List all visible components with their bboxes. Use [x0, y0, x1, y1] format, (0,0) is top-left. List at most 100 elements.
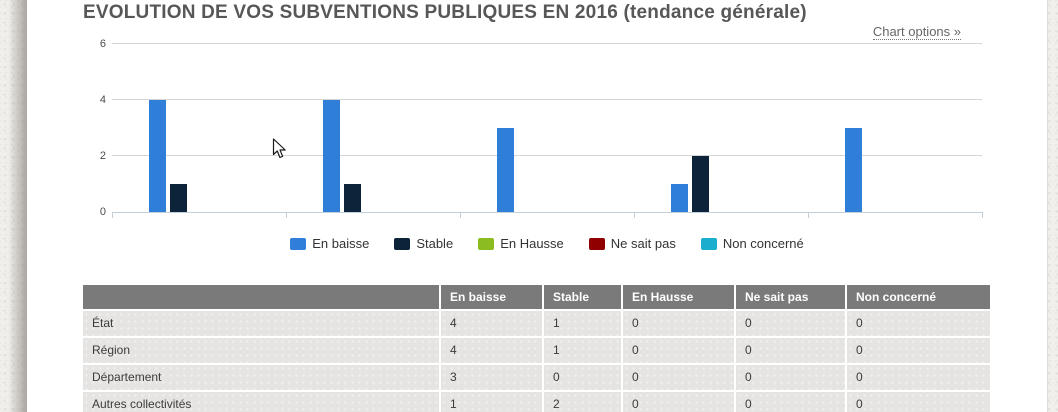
category-group-Département: [460, 44, 634, 212]
x-axis-line: [112, 212, 982, 213]
table-cell: 0: [544, 365, 621, 390]
category-group-Autres collectivités: [634, 44, 808, 212]
table-header-cell: En Hausse: [623, 285, 734, 309]
table-row-label: État: [83, 311, 439, 336]
legend-label: Ne sait pas: [610, 236, 676, 251]
table-cell: 0: [847, 365, 990, 390]
page-left-shadow: [8, 0, 27, 412]
bar-slot-Non concerné: [926, 44, 947, 212]
bar-group: [321, 44, 425, 212]
x-axis-tick: [982, 212, 983, 218]
y-axis-tick-label: 6: [99, 38, 106, 50]
table-cell: 0: [623, 392, 734, 412]
table-row-label: Région: [83, 338, 439, 363]
legend-label: Non concerné: [722, 236, 804, 251]
bar-En baisse: [844, 128, 862, 212]
table-cell: 0: [736, 338, 845, 363]
bar-slot-En Hausse: [711, 44, 732, 212]
y-axis-tick-label: 2: [99, 150, 106, 162]
data-table: En baisse Stable En Hausse Ne sait pas Non c…: [83, 285, 990, 412]
x-axis-tick: [112, 212, 113, 218]
bar-Stable: [343, 184, 361, 212]
legend-item-En Hausse[interactable]: En Hausse: [478, 236, 564, 251]
gridline-y-6: [112, 43, 982, 44]
bar-slot-Ne sait pas: [383, 44, 404, 212]
table-header-cell: En baisse: [441, 285, 542, 309]
table-cell: 0: [623, 311, 734, 336]
table-header-cell: Ne sait pas: [736, 285, 845, 309]
bar-slot-En baisse: [321, 44, 342, 212]
table-cell: 0: [736, 365, 845, 390]
table-header-cell: Stable: [544, 285, 621, 309]
bar-group: [669, 44, 773, 212]
table-header-cell: Non concerné: [847, 285, 990, 309]
bar-En baisse: [670, 184, 688, 212]
y-axis-tick-label: 4: [99, 94, 106, 106]
bar-Stable: [169, 184, 187, 212]
content-panel: EVOLUTION DE VOS SUBVENTIONS PUBLIQUES E…: [27, 0, 1048, 412]
table-cell: 0: [623, 365, 734, 390]
bar-slot-Non concerné: [578, 44, 599, 212]
chart-legend: En baisse Stable En Hausse Ne sait pas Non c…: [112, 236, 982, 251]
bar-group: [147, 44, 251, 212]
table-header-cell: [83, 285, 439, 309]
table-row-label: Département: [83, 365, 439, 390]
table-row-label: Autres collectivités: [83, 392, 439, 412]
table-cell: 2: [544, 392, 621, 412]
legend-label: En baisse: [312, 236, 370, 251]
bar-slot-Non concerné: [230, 44, 251, 212]
chart-options-link[interactable]: Chart options »: [872, 24, 961, 40]
bar-En baisse: [148, 100, 166, 212]
legend-item-Ne sait pas[interactable]: Ne sait pas: [588, 236, 676, 251]
chart-plot-area: 0 2 4 6: [100, 38, 983, 218]
bar-group: [495, 44, 599, 212]
x-axis-tick: [808, 212, 809, 218]
bar-slot-Stable: [168, 44, 189, 212]
table-cell: 0: [736, 392, 845, 412]
legend-swatch-icon: [290, 237, 307, 250]
category-group-Région: [286, 44, 460, 212]
bar-slot-Ne sait pas: [557, 44, 578, 212]
bar-slot-Non concerné: [404, 44, 425, 212]
bar-slot-Stable: [864, 44, 885, 212]
bar-slot-En Hausse: [537, 44, 558, 212]
legend-item-Non concerné[interactable]: Non concerné: [700, 236, 804, 251]
bar-Stable: [691, 156, 709, 212]
table-cell: 0: [847, 392, 990, 412]
page-title: EVOLUTION DE VOS SUBVENTIONS PUBLIQUES E…: [83, 2, 807, 23]
table-cell: 0: [623, 338, 734, 363]
bar-En baisse: [496, 128, 514, 212]
bar-En baisse: [322, 100, 340, 212]
legend-swatch-icon: [588, 237, 605, 250]
table-cell: 4: [441, 338, 542, 363]
legend-label: Stable: [416, 236, 454, 251]
table-cell: 1: [441, 392, 542, 412]
x-axis-tick: [460, 212, 461, 218]
table-cell: 4: [441, 311, 542, 336]
bar-slot-En Hausse: [189, 44, 210, 212]
legend-swatch-icon: [700, 237, 717, 250]
bar-slot-Stable: [516, 44, 537, 212]
legend-swatch-icon: [394, 237, 411, 250]
x-axis-tick: [286, 212, 287, 218]
table-cell: 3: [441, 365, 542, 390]
bar-slot-Non concerné: [752, 44, 773, 212]
category-group-category-5: [808, 44, 982, 212]
gridline-y-4: [112, 99, 982, 100]
legend-item-Stable[interactable]: Stable: [394, 236, 453, 251]
legend-swatch-icon: [478, 237, 495, 250]
table-cell: 0: [736, 311, 845, 336]
table-cell: 0: [847, 311, 990, 336]
bar-slot-Ne sait pas: [905, 44, 926, 212]
category-group-État: [112, 44, 286, 212]
x-axis-tick: [634, 212, 635, 218]
bar-slot-Ne sait pas: [209, 44, 230, 212]
table-cell: 1: [544, 338, 621, 363]
legend-item-En baisse[interactable]: En baisse: [290, 236, 369, 251]
bar-slot-En baisse: [843, 44, 864, 212]
bar-slot-En baisse: [147, 44, 168, 212]
bar-slot-Ne sait pas: [731, 44, 752, 212]
gridline-y-2: [112, 155, 982, 156]
y-axis-tick-label: 0: [99, 206, 106, 218]
table-cell: 0: [847, 338, 990, 363]
